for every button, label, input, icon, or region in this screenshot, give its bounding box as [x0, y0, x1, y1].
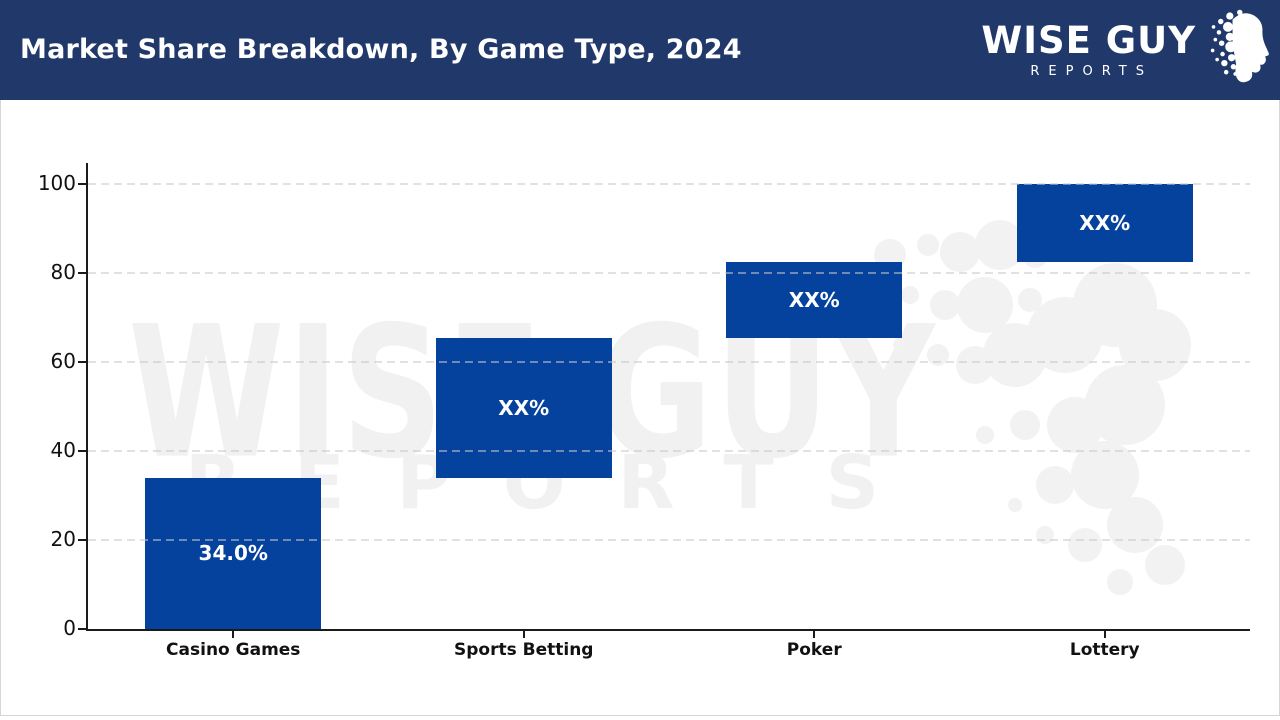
y-tick-label: 80 — [50, 260, 76, 284]
y-tick-label: 100 — [37, 171, 76, 195]
wise-guy-logo: WISE GUY REPORTS — [981, 6, 1274, 94]
logo-subtitle: REPORTS — [1030, 64, 1153, 79]
gridline — [88, 183, 1250, 185]
bar-casino-games — [145, 477, 322, 629]
bar-value-label: XX% — [498, 395, 550, 420]
x-category-label: Casino Games — [166, 640, 301, 660]
x-category-label: Lottery — [1069, 640, 1140, 660]
y-tick-label: 40 — [50, 438, 76, 462]
gridline — [88, 272, 1250, 274]
gridline — [88, 361, 1250, 363]
x-category-label: Poker — [786, 640, 842, 660]
bar-sports-betting — [435, 337, 612, 478]
gridline — [88, 450, 1250, 452]
x-axis-tick — [1103, 631, 1106, 638]
x-axis-tick — [813, 631, 816, 638]
y-axis-line — [86, 163, 88, 631]
bar-poker — [726, 261, 903, 338]
logo-text: WISE GUY REPORTS — [981, 19, 1196, 80]
y-axis-tick — [78, 539, 86, 541]
bar-value-label: XX% — [788, 287, 840, 312]
header-bar: Market Share Breakdown, By Game Type, 20… — [0, 0, 1280, 100]
y-axis-tick — [78, 361, 86, 363]
x-axis-tick — [522, 631, 525, 638]
x-axis-tick — [232, 631, 235, 638]
y-tick-label: 20 — [50, 527, 76, 551]
y-axis-tick — [78, 450, 86, 452]
bar-value-label: 34.0% — [198, 541, 268, 566]
chart-title: Market Share Breakdown, By Game Type, 20… — [20, 34, 742, 65]
y-axis-tick — [78, 183, 86, 185]
x-category-label: Sports Betting — [454, 640, 594, 660]
gridline — [88, 539, 1250, 541]
bar-value-label: XX% — [1079, 210, 1131, 235]
y-tick-label: 0 — [63, 616, 76, 640]
y-tick-label: 60 — [50, 349, 76, 373]
y-axis-tick — [78, 628, 86, 630]
y-axis-tick — [78, 272, 86, 274]
x-axis-line — [86, 629, 1250, 631]
logo-wordmark: WISE GUY — [981, 19, 1196, 62]
face-profile-dots-icon — [1210, 9, 1269, 83]
